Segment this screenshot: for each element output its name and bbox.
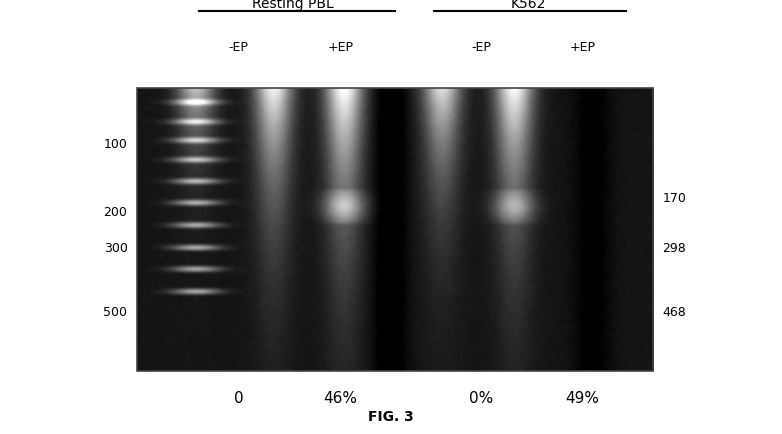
Text: 298: 298: [662, 242, 686, 255]
Text: +EP: +EP: [327, 41, 353, 54]
Text: -EP: -EP: [471, 41, 491, 54]
Text: 0: 0: [234, 391, 243, 405]
Text: FIG. 3: FIG. 3: [368, 409, 414, 423]
Text: -EP: -EP: [228, 41, 249, 54]
Text: 170: 170: [662, 191, 687, 204]
Text: 468: 468: [662, 306, 686, 318]
Text: 0%: 0%: [468, 391, 493, 405]
Text: Resting PBL: Resting PBL: [253, 0, 334, 11]
Text: 100: 100: [103, 138, 127, 151]
Text: +EP: +EP: [569, 41, 596, 54]
Text: 500: 500: [103, 306, 127, 318]
Text: 300: 300: [103, 242, 127, 255]
Text: 200: 200: [103, 205, 127, 218]
Bar: [137, 89, 653, 371]
Text: 49%: 49%: [565, 391, 600, 405]
Text: 46%: 46%: [323, 391, 357, 405]
Text: K562: K562: [510, 0, 546, 11]
